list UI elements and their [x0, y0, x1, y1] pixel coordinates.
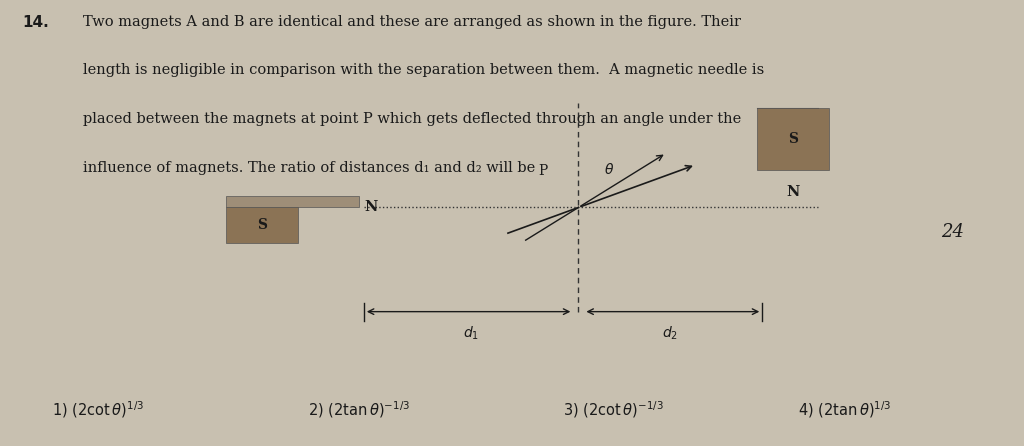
Text: $\mathit{1)}\ (2\cot\theta)^{1/3}$: $\mathit{1)}\ (2\cot\theta)^{1/3}$ [52, 399, 144, 420]
Text: $d_1$: $d_1$ [463, 325, 479, 343]
Text: Two magnets A and B are identical and these are arranged as shown in the figure.: Two magnets A and B are identical and th… [83, 15, 741, 29]
Text: length is negligible in comparison with the separation between them.  A magnetic: length is negligible in comparison with … [83, 63, 764, 78]
Text: 24: 24 [941, 223, 964, 241]
Text: $\mathit{4)}\ (2\tan\theta)^{1/3}$: $\mathit{4)}\ (2\tan\theta)^{1/3}$ [798, 399, 892, 420]
Text: $d_2$: $d_2$ [663, 325, 678, 343]
Text: influence of magnets. The ratio of distances d₁ and d₂ will be: influence of magnets. The ratio of dista… [83, 161, 536, 175]
Text: $\theta$: $\theta$ [604, 162, 614, 178]
Text: 14.: 14. [22, 15, 48, 30]
Text: S: S [787, 132, 798, 146]
Text: placed between the magnets at point P which gets deflected through an angle unde: placed between the magnets at point P wh… [83, 112, 741, 126]
Text: $\mathit{2)}\ (2\tan\theta)^{-1/3}$: $\mathit{2)}\ (2\tan\theta)^{-1/3}$ [308, 399, 410, 420]
Bar [226, 207, 298, 243]
Text: P: P [539, 164, 548, 178]
Text: N: N [364, 201, 377, 215]
FancyBboxPatch shape [226, 196, 358, 207]
Text: N: N [786, 185, 800, 199]
Text: S: S [257, 218, 267, 232]
Text: $\mathit{3)}\ (2\cot\theta)^{-1/3}$: $\mathit{3)}\ (2\cot\theta)^{-1/3}$ [563, 399, 664, 420]
Bar [757, 108, 828, 170]
